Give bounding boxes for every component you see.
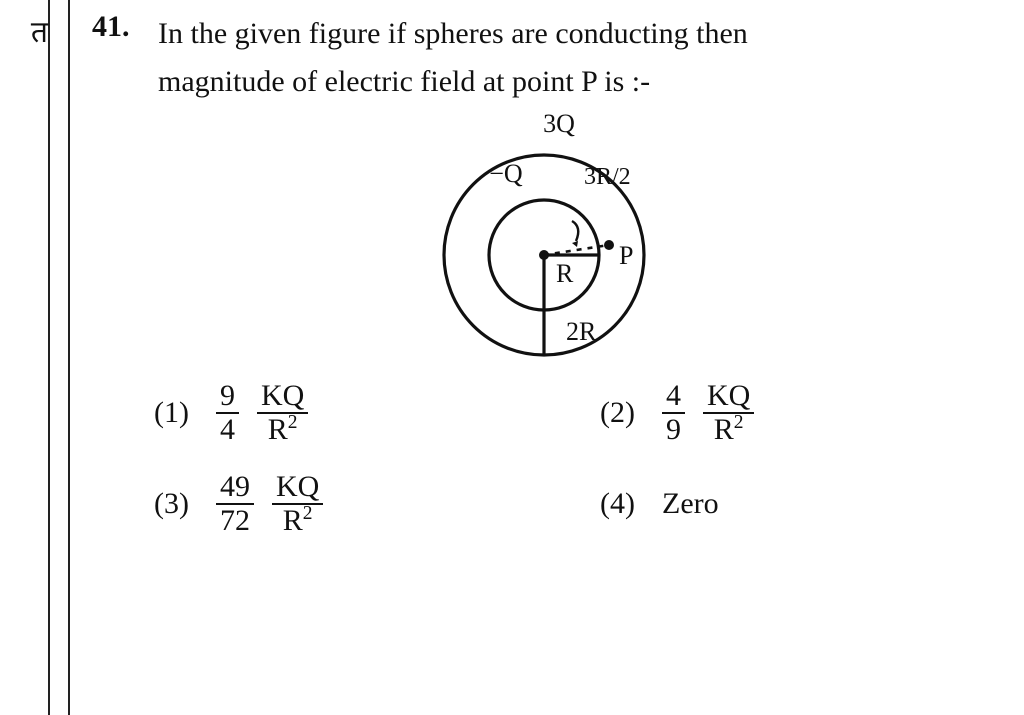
kq-num: KQ <box>257 380 308 412</box>
options-grid: (1) 9 4 KQ R2 (2) 4 9 <box>92 380 996 536</box>
option-1-kq: KQ R2 <box>257 380 308 445</box>
question-text: In the given figure if spheres are condu… <box>158 10 748 106</box>
r-letter: R <box>268 413 288 446</box>
r-exp: 2 <box>734 412 744 433</box>
option-1-coef-num: 9 <box>216 380 239 412</box>
option-2-coef: 4 9 <box>662 380 685 445</box>
option-1-coef: 9 4 <box>216 380 239 445</box>
option-2-label: (2) <box>600 396 648 430</box>
option-3-coef: 49 72 <box>216 471 254 536</box>
svg-text:−Q: −Q <box>489 159 523 188</box>
page: त 41. In the given figure if spheres are… <box>0 0 1024 715</box>
question-number: 41. <box>92 10 154 44</box>
r2-den: R2 <box>710 414 748 446</box>
gutter <box>50 0 70 715</box>
option-2: (2) 4 9 KQ R2 <box>600 380 956 445</box>
option-1-coef-den: 4 <box>216 414 239 446</box>
option-3-kq: KQ R2 <box>272 471 323 536</box>
kq-num: KQ <box>703 380 754 412</box>
content: 41. In the given figure if spheres are c… <box>70 0 1024 715</box>
svg-text:3R/2: 3R/2 <box>584 164 631 190</box>
option-2-coef-num: 4 <box>662 380 685 412</box>
margin-glyph: त <box>31 10 48 51</box>
option-1-label: (1) <box>154 396 202 430</box>
option-3-coef-num: 49 <box>216 471 254 503</box>
r-letter: R <box>283 504 303 537</box>
option-4-label: (4) <box>600 487 648 521</box>
figure-wrap: 3Q −Q 3R/2 R 2R P <box>92 110 996 370</box>
option-2-kq: KQ R2 <box>703 380 754 445</box>
figure-svg: 3Q −Q 3R/2 R 2R P <box>394 110 694 370</box>
option-3: (3) 49 72 KQ R2 <box>154 471 510 536</box>
r2-den: R2 <box>264 414 302 446</box>
question-block: 41. In the given figure if spheres are c… <box>92 10 996 106</box>
option-3-label: (3) <box>154 487 202 521</box>
option-3-coef-den: 72 <box>216 505 254 537</box>
question-line-1: In the given figure if spheres are condu… <box>158 17 748 50</box>
r2-den: R2 <box>279 505 317 537</box>
kq-num: KQ <box>272 471 323 503</box>
option-4: (4) Zero <box>600 471 956 536</box>
svg-text:3Q: 3Q <box>543 110 575 138</box>
r-letter: R <box>714 413 734 446</box>
option-1: (1) 9 4 KQ R2 <box>154 380 510 445</box>
option-2-coef-den: 9 <box>662 414 685 446</box>
option-4-text: Zero <box>662 487 719 521</box>
r-exp: 2 <box>288 412 298 433</box>
svg-text:P: P <box>619 241 633 270</box>
svg-text:2R: 2R <box>566 317 597 346</box>
svg-text:R: R <box>556 259 574 288</box>
question-line-2: magnitude of electric field at point P i… <box>158 65 650 98</box>
r-exp: 2 <box>303 503 313 524</box>
left-margin: त <box>0 0 50 715</box>
